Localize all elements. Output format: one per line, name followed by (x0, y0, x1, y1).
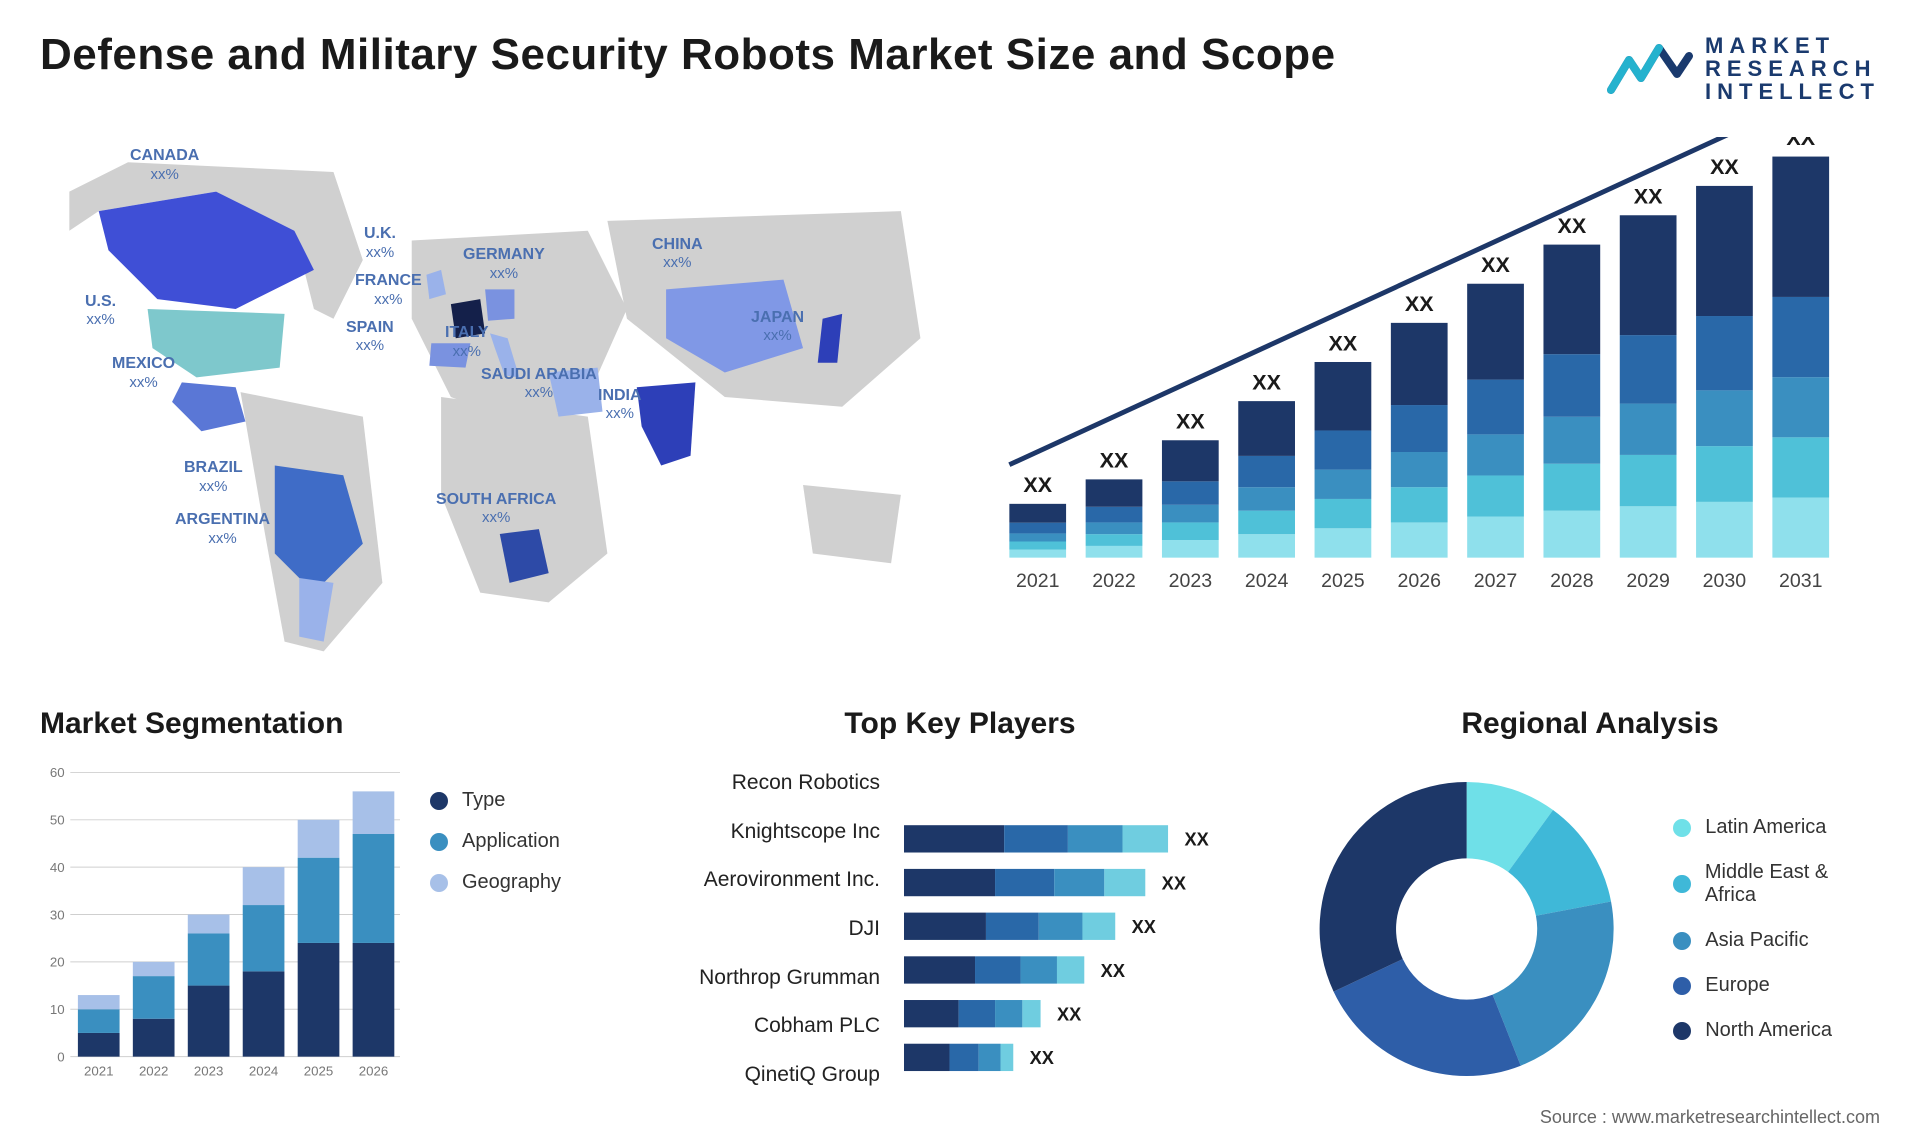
map-label-india: INDIAxx% (598, 387, 642, 423)
forecast-value-label: XX (1786, 137, 1815, 150)
svg-text:0: 0 (57, 1049, 64, 1064)
logo-mark-icon (1607, 30, 1693, 107)
forecast-year-label: 2022 (1092, 570, 1135, 592)
map-label-u-k-: U.K.xx% (364, 225, 396, 261)
forecast-year-label: 2024 (1245, 570, 1289, 592)
forecast-value-label: XX (1557, 214, 1586, 238)
map-label-france: FRANCExx% (355, 272, 422, 308)
page-title: Defense and Military Security Robots Mar… (40, 30, 1336, 80)
brand-logo: MARKET RESEARCH INTELLECT (1607, 30, 1880, 107)
svg-text:60: 60 (50, 765, 65, 780)
players-panel: Top Key Players Recon Robotics Knightscop… (670, 707, 1250, 1127)
player-value-label: XX (1162, 873, 1186, 893)
regional-legend-item: Middle East & Africa (1673, 861, 1880, 907)
donut-slice-north-america (1320, 782, 1467, 992)
map-region-eu-de (485, 289, 514, 320)
forecast-value-label: XX (1176, 410, 1205, 434)
map-label-canada: CANADAxx% (130, 147, 199, 183)
player-value-label: XX (1101, 961, 1125, 981)
logo-text-2: RESEARCH (1705, 57, 1880, 80)
map-label-spain: SPAINxx% (346, 319, 394, 355)
player-name: Aerovironment Inc. (670, 868, 880, 892)
svg-text:2024: 2024 (249, 1064, 278, 1079)
forecast-value-label: XX (1405, 292, 1434, 316)
map-label-mexico: MEXICOxx% (112, 355, 175, 391)
forecast-value-label: XX (1023, 473, 1052, 497)
regional-legend-item: Latin America (1673, 816, 1880, 839)
svg-text:2022: 2022 (139, 1064, 168, 1079)
map-region-na-mex (172, 382, 245, 431)
forecast-year-label: 2021 (1016, 570, 1059, 592)
world-map-panel: CANADAxx% U.S.xx% MEXICOxx% BRAZILxx% ARGENT… (40, 137, 940, 657)
players-title: Top Key Players (670, 707, 1250, 741)
forecast-year-label: 2025 (1321, 570, 1365, 592)
map-label-italy: ITALYxx% (445, 324, 489, 360)
svg-text:2021: 2021 (84, 1064, 113, 1079)
map-label-u-s-: U.S.xx% (85, 293, 116, 329)
regional-legend-item: Europe (1673, 974, 1880, 997)
map-label-china: CHINAxx% (652, 236, 703, 272)
player-value-label: XX (1057, 1005, 1081, 1025)
svg-text:50: 50 (50, 813, 65, 828)
segmentation-legend-item: Geography (430, 871, 561, 894)
map-label-brazil: BRAZILxx% (184, 459, 243, 495)
forecast-year-label: 2026 (1397, 570, 1441, 592)
forecast-chart-panel: XX 2021 XX 2022 XX 2023 XX 2024 XX 2025 XX 2026 XX 20… (980, 137, 1880, 657)
regional-panel: Regional Analysis Latin America Middle Ea… (1300, 707, 1880, 1127)
map-label-south-africa: SOUTH AFRICAxx% (436, 491, 556, 527)
forecast-value-label: XX (1100, 449, 1129, 473)
forecast-year-label: 2030 (1703, 570, 1747, 592)
segmentation-legend-item: Application (430, 830, 561, 853)
player-name: QinetiQ Group (670, 1063, 880, 1087)
svg-text:2025: 2025 (304, 1064, 333, 1079)
regional-legend-item: North America (1673, 1019, 1880, 1042)
forecast-value-label: XX (1329, 331, 1358, 355)
player-name: Cobham PLC (670, 1014, 880, 1038)
player-name: Knightscope Inc (670, 820, 880, 844)
regional-title: Regional Analysis (1300, 707, 1880, 741)
forecast-value-label: XX (1710, 155, 1739, 179)
segmentation-panel: Market Segmentation 0 10 20 30 40 50 60 2021 202… (40, 707, 620, 1127)
forecast-year-label: 2031 (1779, 570, 1822, 592)
source-attribution: Source : www.marketresearchintellect.com (1540, 1107, 1880, 1128)
player-value-label: XX (1030, 1048, 1054, 1068)
svg-text:20: 20 (50, 955, 65, 970)
segmentation-legend-item: Type (430, 789, 561, 812)
svg-text:30: 30 (50, 907, 65, 922)
svg-text:2023: 2023 (194, 1064, 223, 1079)
map-label-argentina: ARGENTINAxx% (175, 511, 270, 547)
map-label-germany: GERMANYxx% (463, 246, 545, 282)
forecast-year-label: 2027 (1474, 570, 1517, 592)
forecast-year-label: 2029 (1626, 570, 1669, 592)
player-value-label: XX (1132, 917, 1156, 937)
player-name: DJI (670, 917, 880, 941)
map-region-as-india (637, 382, 696, 465)
svg-text:2026: 2026 (359, 1064, 388, 1079)
player-name: Recon Robotics (670, 771, 880, 795)
forecast-year-label: 2023 (1169, 570, 1213, 592)
player-name: Northrop Grumman (670, 966, 880, 990)
regional-legend-item: Asia Pacific (1673, 929, 1880, 952)
logo-text-3: INTELLECT (1705, 80, 1880, 103)
map-label-japan: JAPANxx% (751, 309, 804, 345)
forecast-value-label: XX (1634, 185, 1663, 209)
svg-text:10: 10 (50, 1002, 65, 1017)
svg-text:40: 40 (50, 860, 65, 875)
logo-text-1: MARKET (1705, 34, 1880, 57)
forecast-value-label: XX (1252, 370, 1281, 394)
player-value-label: XX (1184, 830, 1208, 850)
forecast-year-label: 2028 (1550, 570, 1594, 592)
forecast-value-label: XX (1481, 253, 1510, 277)
map-label-saudi-arabia: SAUDI ARABIAxx% (481, 366, 597, 402)
segmentation-title: Market Segmentation (40, 707, 620, 741)
